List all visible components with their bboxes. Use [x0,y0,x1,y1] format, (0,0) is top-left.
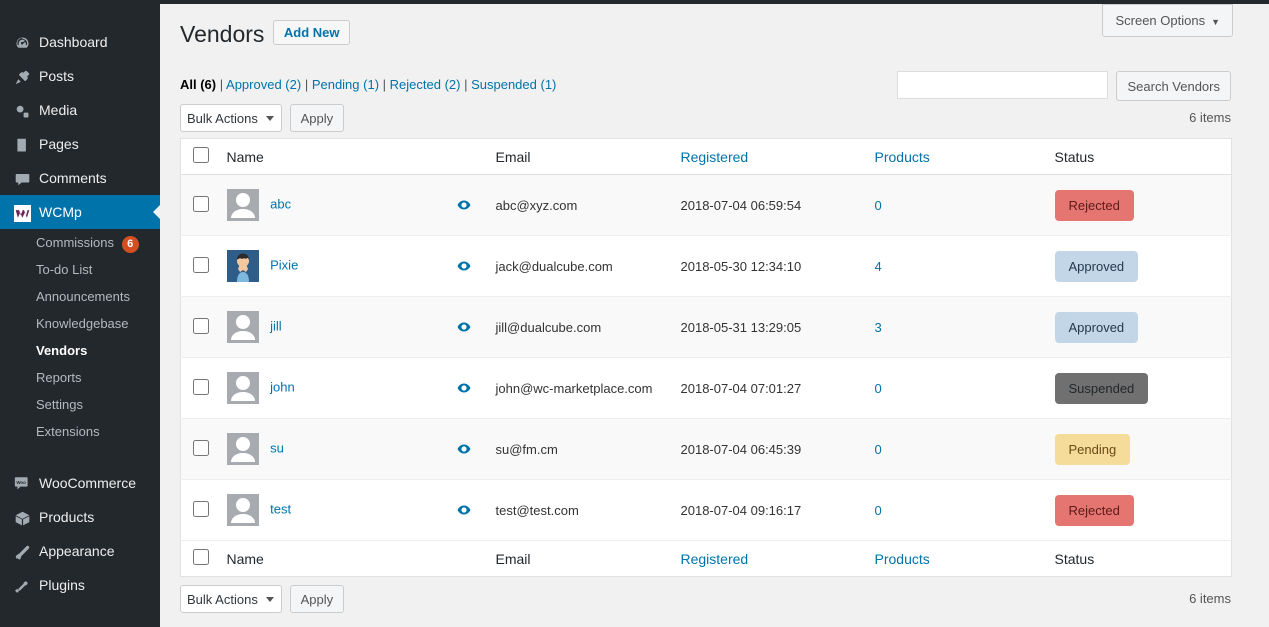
svg-text:Woo: Woo [16,480,26,485]
